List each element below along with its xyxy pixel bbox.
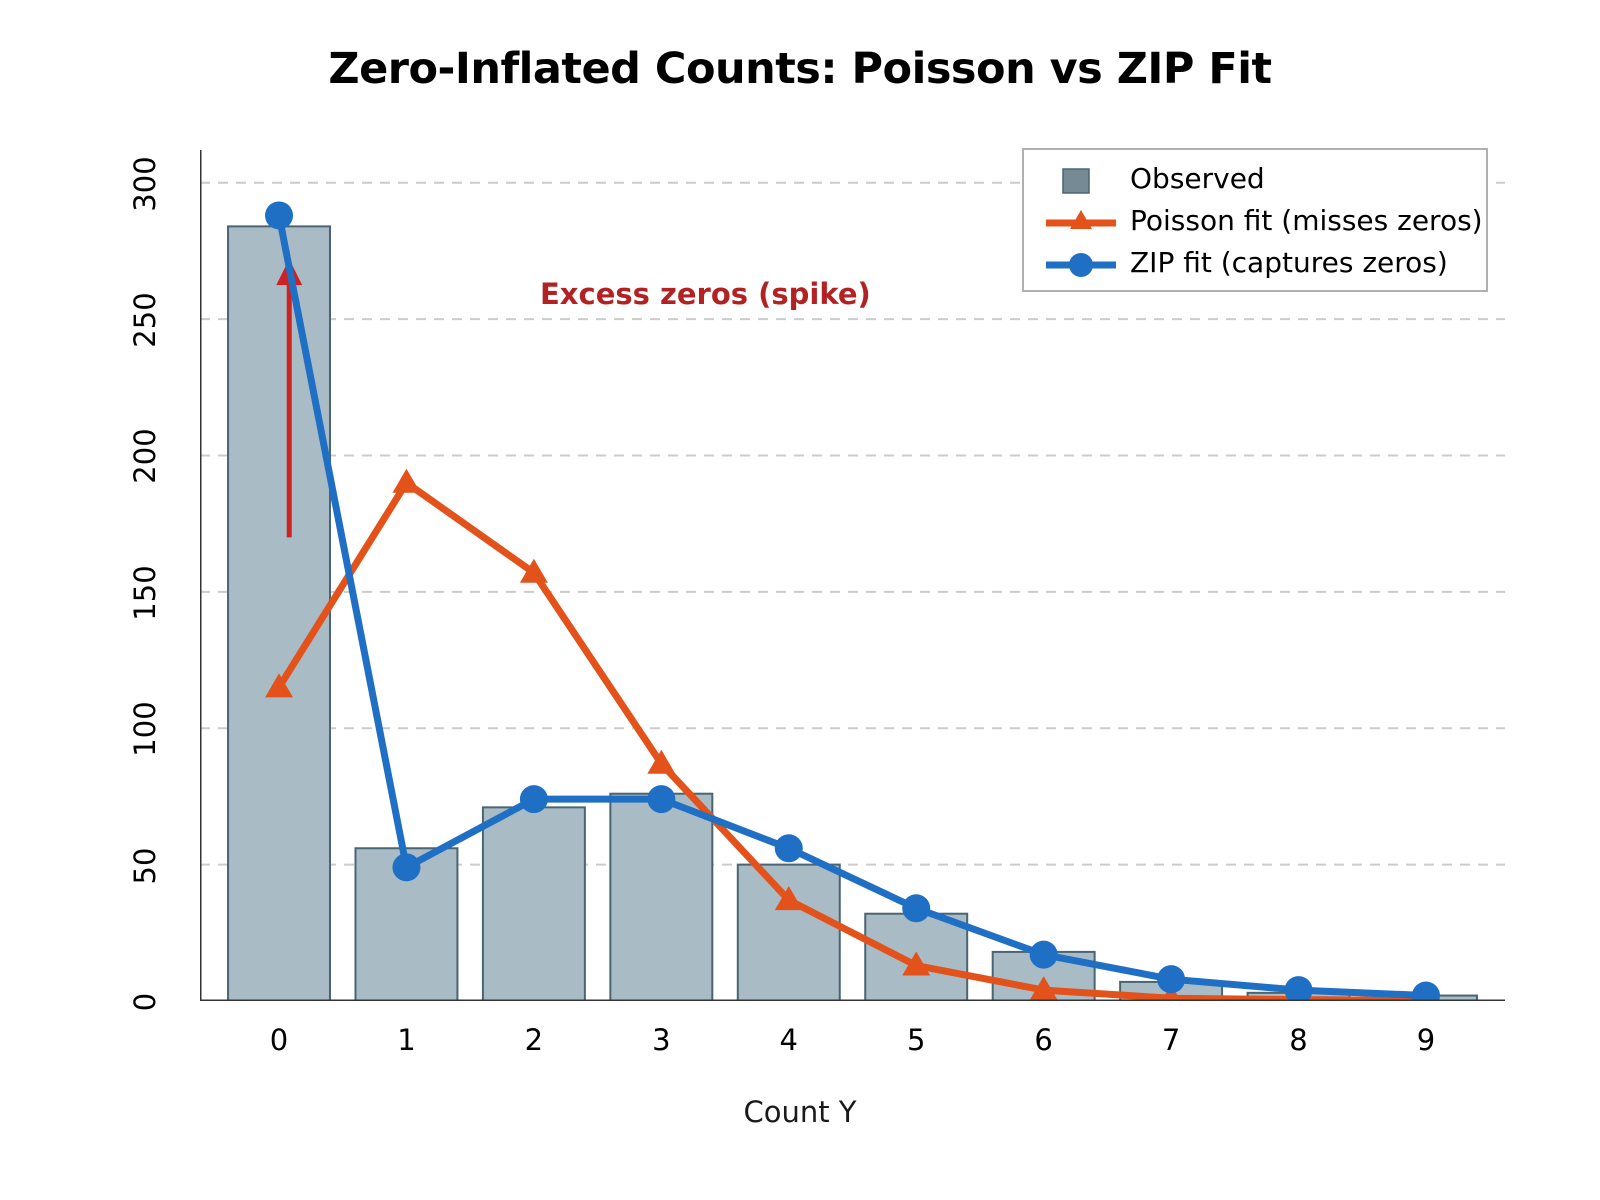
- x-tick-0: 0: [269, 1023, 289, 1057]
- legend-swatch-poisson: [1042, 202, 1120, 242]
- y-tick-300: 300: [128, 156, 162, 212]
- marker-series-poisson-0: [265, 673, 294, 698]
- legend-swatch-observed: [1042, 160, 1120, 200]
- y-tick-0: 0: [128, 992, 162, 1012]
- x-tick-2: 2: [524, 1023, 544, 1057]
- y-tick-50: 50: [128, 847, 162, 885]
- legend-swatch-zip: [1042, 244, 1120, 284]
- bar-series: [227, 225, 1478, 1001]
- annotation-excess-zeros: Excess zeros (spike): [540, 277, 871, 311]
- y-tick-100: 100: [128, 701, 162, 757]
- marker-series-poisson-3: [647, 749, 676, 774]
- marker-series-poisson-5: [902, 951, 931, 976]
- marker-series-poisson-2: [519, 558, 548, 583]
- legend-item-poisson[interactable]: Poisson fit (misses zeros): [1024, 202, 1486, 242]
- x-tick-7: 7: [1161, 1023, 1181, 1057]
- x-tick-8: 8: [1289, 1023, 1308, 1057]
- page-title: Zero-Inflated Counts: Poisson vs ZIP Fit: [328, 44, 1272, 94]
- legend-item-observed[interactable]: Observed: [1024, 160, 1486, 200]
- bar-3: [609, 792, 714, 1001]
- legend-label-zip: ZIP fit (captures zeros): [1130, 246, 1448, 279]
- x-tick-6: 6: [1034, 1023, 1053, 1057]
- marker-series-zip-3: [647, 785, 676, 814]
- y-tick-200: 200: [128, 428, 162, 485]
- x-tick-4: 4: [779, 1023, 798, 1057]
- marker-series-zip-1: [392, 853, 421, 882]
- plot-area: [200, 150, 1505, 1001]
- chart-legend[interactable]: Observed Poisson fit (misses zeros) ZIP …: [1022, 148, 1488, 292]
- legend-label-observed: Observed: [1130, 162, 1265, 195]
- marker-series-zip-4: [774, 834, 803, 863]
- marker-series-poisson-1: [392, 468, 421, 493]
- y-tick-150: 150: [128, 565, 162, 621]
- marker-series-zip-9: [1411, 981, 1440, 1001]
- marker-series-zip-0: [265, 201, 294, 230]
- x-tick-9: 9: [1416, 1023, 1436, 1057]
- marker-series-zip-5: [902, 894, 931, 923]
- marker-series-zip-8: [1284, 976, 1313, 1001]
- x-axis-label: Count Y: [743, 1095, 857, 1129]
- x-tick-3: 3: [652, 1023, 671, 1057]
- x-tick-5: 5: [906, 1023, 926, 1057]
- marker-series-zip-7: [1157, 965, 1186, 994]
- y-tick-250: 250: [128, 292, 162, 348]
- gridlines: [200, 181, 1505, 1001]
- marker-series-zip-2: [519, 785, 548, 814]
- marker-series-poisson-4: [774, 886, 803, 911]
- legend-label-poisson: Poisson fit (misses zeros): [1130, 204, 1483, 237]
- bar-4: [736, 863, 841, 1001]
- marker-series-zip-6: [1029, 940, 1058, 969]
- line-series-zip: [265, 201, 1440, 1001]
- marker-series-poisson-6: [1029, 976, 1058, 1001]
- plot-canvas: [200, 150, 1505, 1001]
- bar-2: [481, 806, 586, 1001]
- legend-item-zip[interactable]: ZIP fit (captures zeros): [1024, 244, 1486, 284]
- bar-0: [227, 225, 331, 1001]
- x-tick-1: 1: [397, 1023, 416, 1057]
